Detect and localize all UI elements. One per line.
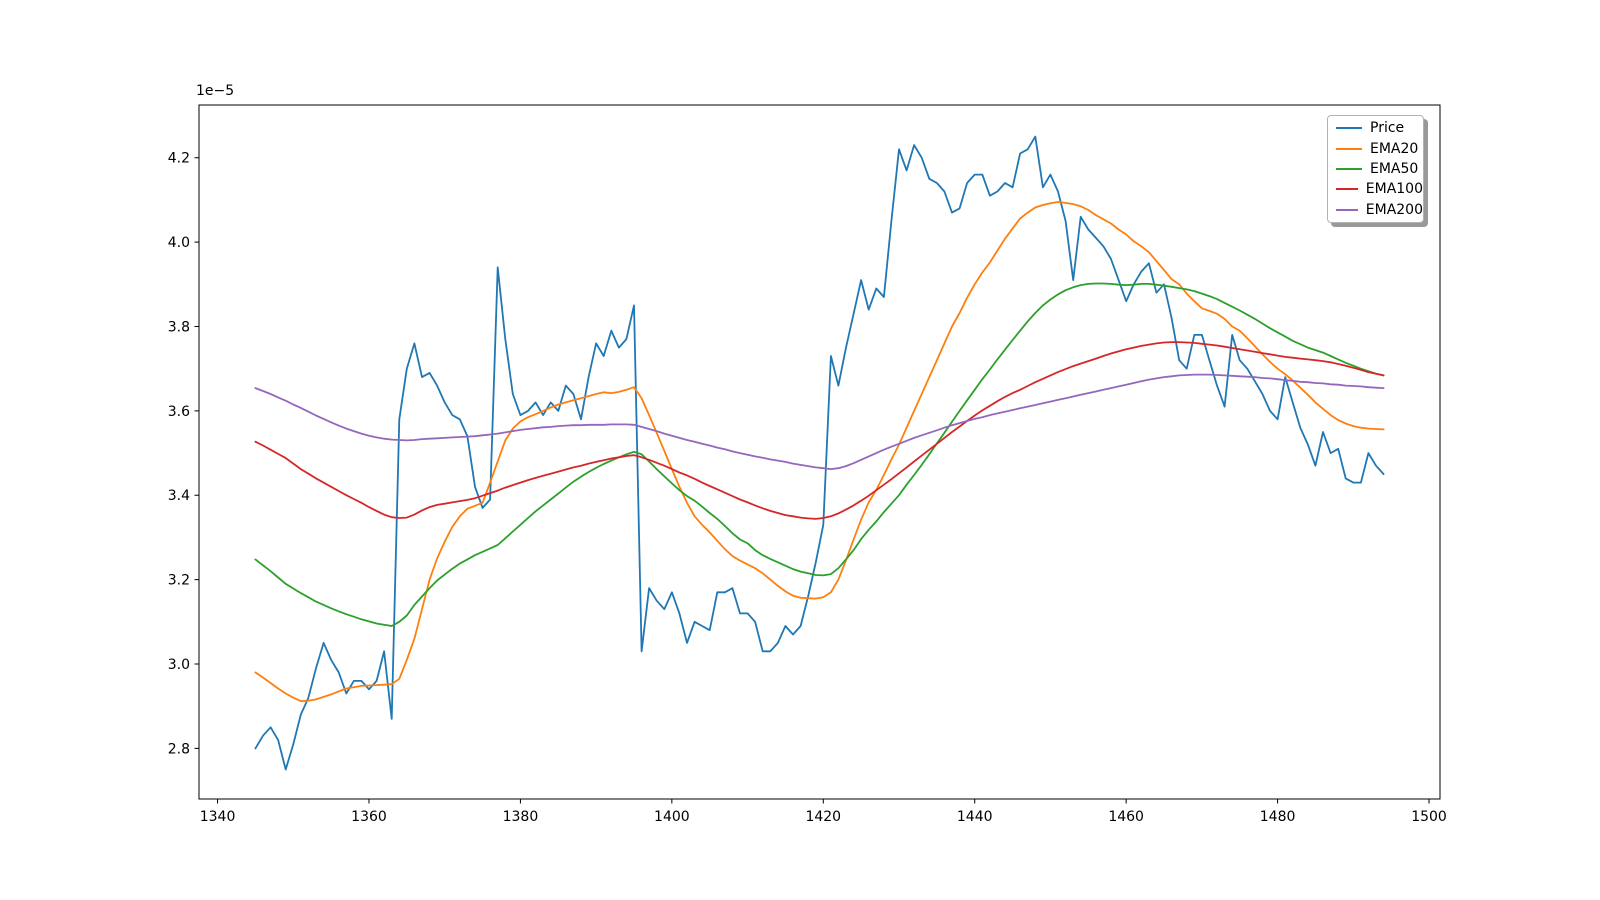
x-tick-label: 1400 xyxy=(654,809,690,825)
series-line-price xyxy=(254,135,1385,771)
x-tick-label: 1360 xyxy=(351,809,387,825)
y-tick-label: 3.8 xyxy=(168,319,190,335)
series-line-ema50 xyxy=(254,282,1385,627)
legend-item-ema200: EMA200 xyxy=(1328,200,1423,220)
legend-line-swatch xyxy=(1336,208,1358,211)
y-tick-label: 4.2 xyxy=(168,151,190,167)
x-tick-label: 1380 xyxy=(503,809,539,825)
legend-line-swatch xyxy=(1336,127,1362,130)
y-tick-label: 3.4 xyxy=(168,488,190,504)
series-line-ema200 xyxy=(254,373,1385,471)
axes-spines xyxy=(198,104,1441,800)
legend-item-ema50: EMA50 xyxy=(1328,159,1423,179)
x-tick-label: 1340 xyxy=(200,809,236,825)
x-tick-label: 1460 xyxy=(1108,809,1144,825)
y-axis-offset-label: 1e−5 xyxy=(196,83,235,99)
legend-line-swatch xyxy=(1336,167,1362,170)
legend-item-price: Price xyxy=(1328,118,1423,138)
legend-label: Price xyxy=(1370,120,1405,137)
legend-line-swatch xyxy=(1336,188,1358,191)
legend-label: EMA200 xyxy=(1365,201,1423,218)
legend-label: EMA100 xyxy=(1365,181,1423,198)
series-line-ema20 xyxy=(254,201,1385,702)
legend-line-swatch xyxy=(1336,147,1362,150)
y-tick-label: 3.0 xyxy=(168,657,190,673)
y-tick-label: 3.2 xyxy=(168,573,190,589)
x-tick-label: 1440 xyxy=(957,809,993,825)
y-tick-label: 4.0 xyxy=(168,235,190,251)
series-line-ema100 xyxy=(254,341,1385,520)
y-tick-label: 2.8 xyxy=(168,741,190,757)
legend-label: EMA50 xyxy=(1370,160,1419,177)
y-tick-label: 3.6 xyxy=(168,404,190,420)
x-tick-label: 1500 xyxy=(1411,809,1447,825)
legend-label: EMA20 xyxy=(1370,140,1419,157)
x-tick-label: 1480 xyxy=(1260,809,1296,825)
x-tick-label: 1420 xyxy=(805,809,841,825)
legend: Price EMA20 EMA50 EMA100 EMA200 xyxy=(1327,115,1424,223)
legend-item-ema100: EMA100 xyxy=(1328,179,1423,199)
legend-item-ema20: EMA20 xyxy=(1328,139,1423,159)
